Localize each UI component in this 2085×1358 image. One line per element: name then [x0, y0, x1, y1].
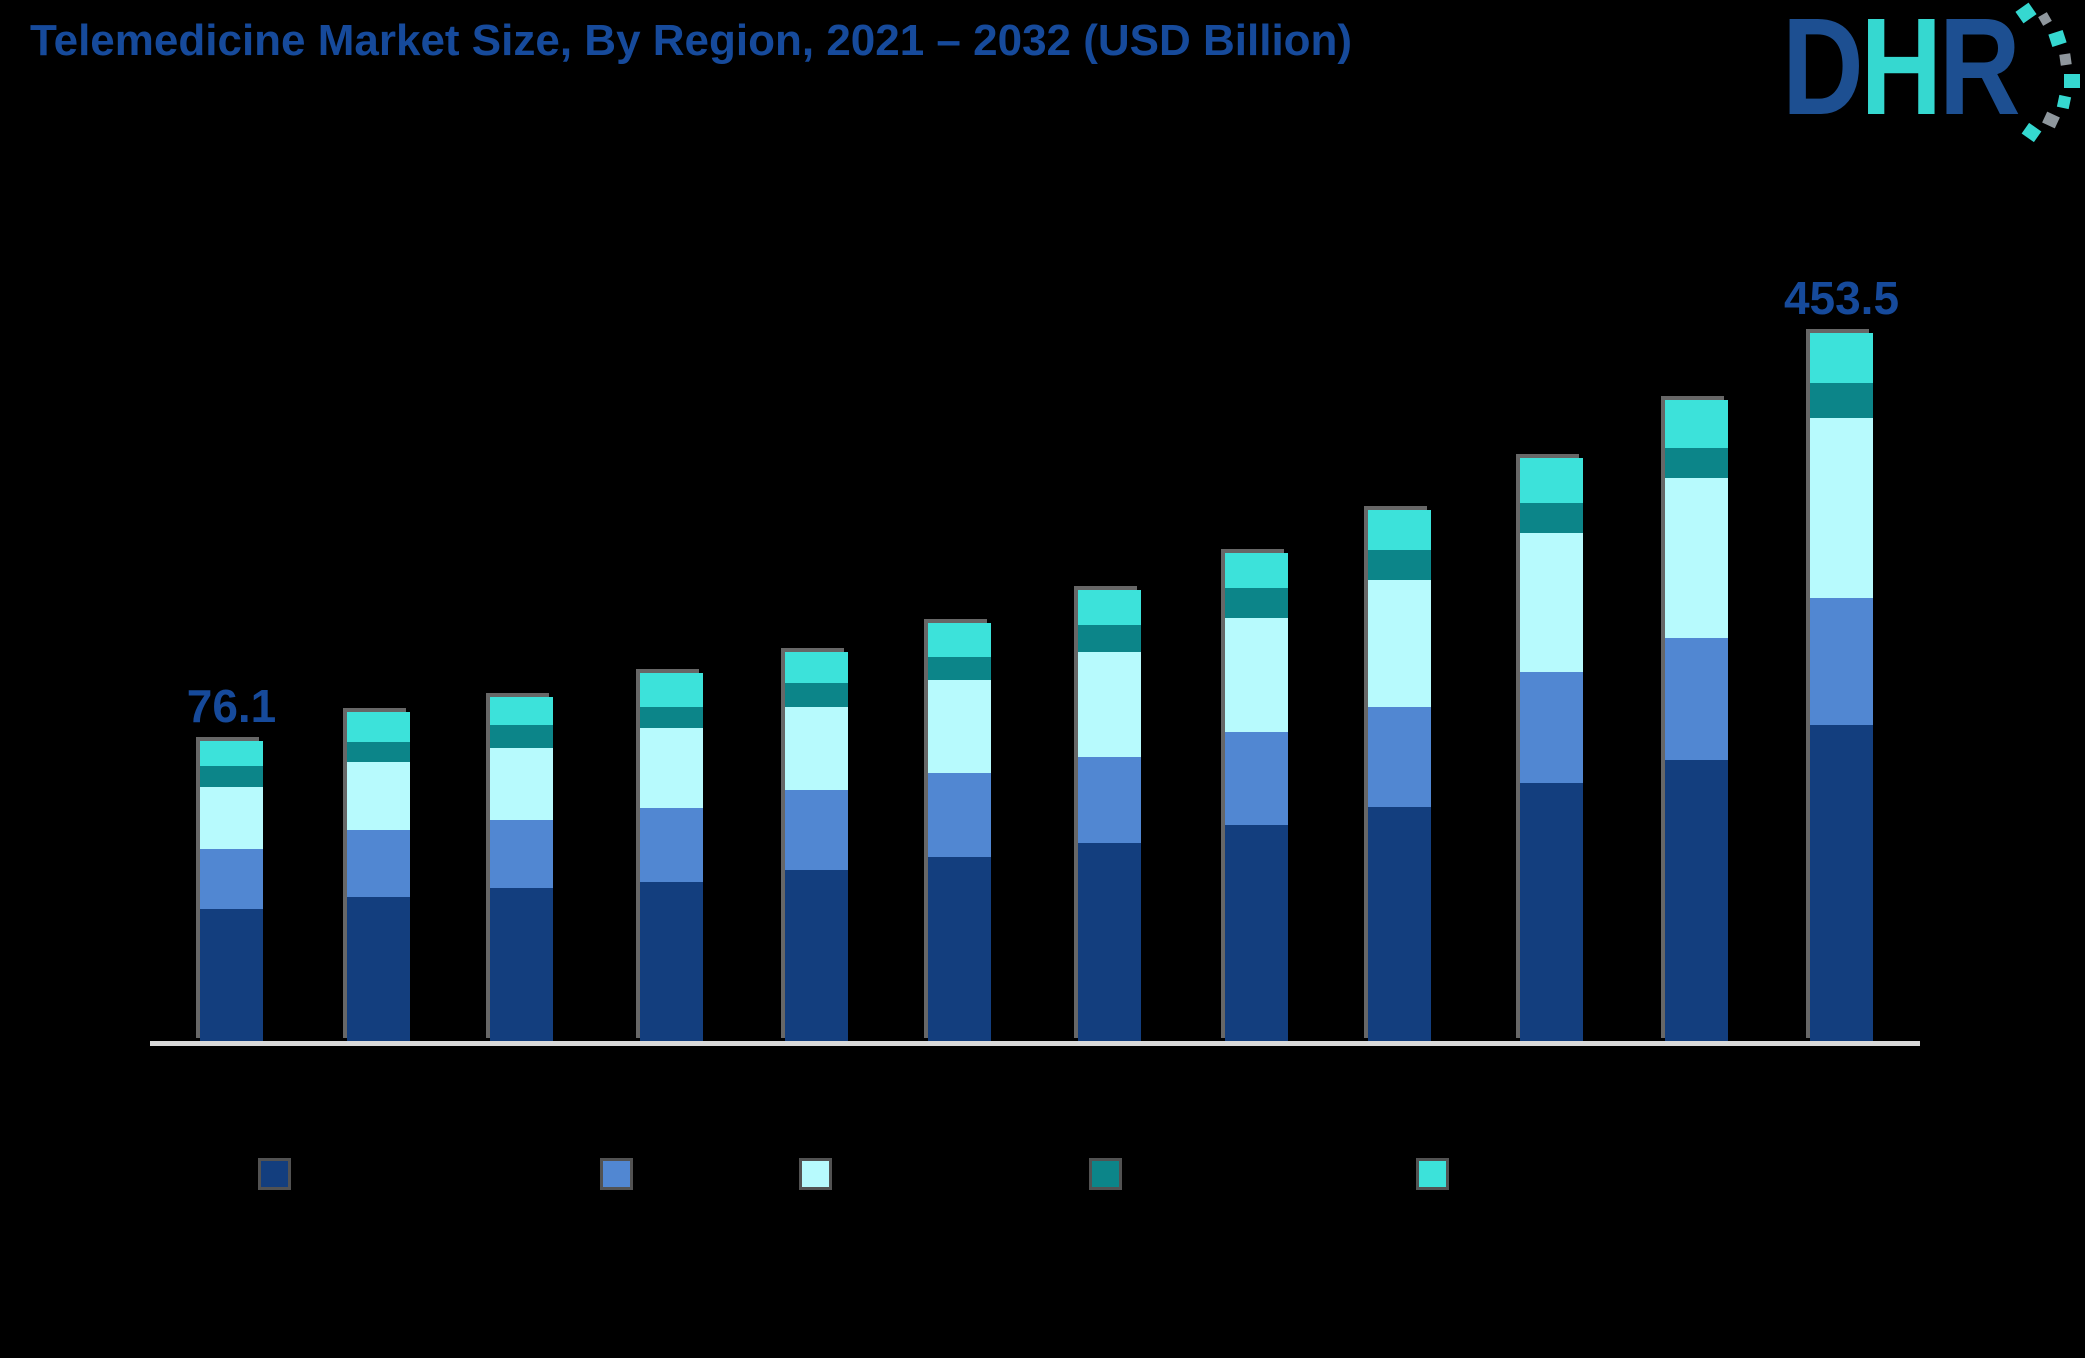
segment-cornflower-blue — [1368, 707, 1431, 807]
segment-pale-cyan — [1665, 478, 1728, 638]
segment-navy — [928, 857, 991, 1042]
bar-value-label-2032: 453.5 — [1783, 272, 1900, 324]
segment-cornflower-blue — [1225, 732, 1288, 825]
chart-title: Telemedicine Market Size, By Region, 202… — [30, 16, 1353, 65]
segment-cornflower-blue — [1520, 672, 1583, 783]
bar-2028 — [1225, 553, 1288, 1042]
segment-turquoise — [200, 741, 263, 766]
segment-dark-teal — [490, 725, 553, 748]
x-axis-line — [150, 1041, 1920, 1046]
segment-navy — [1665, 760, 1728, 1042]
segment-cornflower-blue — [490, 820, 553, 888]
segment-cornflower-blue — [1810, 598, 1873, 725]
dhr-logo: DHR — [1782, 0, 2082, 143]
bar-2021 — [200, 741, 263, 1042]
segment-navy — [1078, 843, 1141, 1042]
bar-2026 — [928, 623, 991, 1042]
segment-cornflower-blue — [347, 830, 410, 897]
logo-letter-r: R — [1938, 0, 2021, 144]
bar-2029 — [1368, 510, 1431, 1042]
segment-cornflower-blue — [640, 808, 703, 882]
segment-dark-teal — [1665, 448, 1728, 478]
bar-2031 — [1665, 400, 1728, 1042]
segment-pale-cyan — [490, 748, 553, 820]
dhr-logo-letters: DHR — [1782, 0, 2028, 136]
segment-pale-cyan — [200, 787, 263, 849]
segment-dark-teal — [200, 766, 263, 787]
logo-letter-d: D — [1782, 0, 1864, 144]
segment-turquoise — [785, 652, 848, 683]
segment-navy — [347, 897, 410, 1042]
segment-cornflower-blue — [200, 849, 263, 909]
logo-dot — [2064, 74, 2080, 88]
segment-turquoise — [1520, 458, 1583, 503]
segment-dark-teal — [928, 657, 991, 680]
segment-cornflower-blue — [928, 773, 991, 857]
bar-2022 — [347, 712, 410, 1042]
segment-turquoise — [928, 623, 991, 657]
segment-navy — [640, 882, 703, 1042]
segment-dark-teal — [640, 707, 703, 728]
segment-pale-cyan — [347, 762, 410, 830]
segment-turquoise — [1368, 510, 1431, 550]
bar-2025 — [785, 652, 848, 1042]
segment-cornflower-blue — [1078, 757, 1141, 843]
segment-pale-cyan — [928, 680, 991, 773]
segment-pale-cyan — [1520, 533, 1583, 672]
bar-2024 — [640, 673, 703, 1042]
segment-navy — [785, 870, 848, 1042]
segment-navy — [1520, 783, 1583, 1042]
segment-dark-teal — [1225, 588, 1288, 618]
segment-navy — [200, 909, 263, 1042]
segment-dark-teal — [1368, 550, 1431, 580]
segment-pale-cyan — [1810, 418, 1873, 598]
segment-turquoise — [490, 697, 553, 725]
segment-pale-cyan — [640, 728, 703, 808]
bar-value-label-2021: 76.1 — [186, 680, 277, 732]
segment-turquoise — [640, 673, 703, 707]
segment-dark-teal — [1520, 503, 1583, 533]
segment-cornflower-blue — [785, 790, 848, 870]
segment-turquoise — [1810, 333, 1873, 383]
segment-turquoise — [1078, 590, 1141, 625]
segment-dark-teal — [1078, 625, 1141, 652]
bar-2023 — [490, 697, 553, 1042]
logo-letter-h: H — [1860, 0, 1942, 144]
segment-navy — [490, 888, 553, 1042]
bar-2032 — [1810, 333, 1873, 1042]
segment-turquoise — [347, 712, 410, 742]
segment-turquoise — [1225, 553, 1288, 588]
bar-2030 — [1520, 458, 1583, 1042]
segment-pale-cyan — [1078, 652, 1141, 757]
segment-pale-cyan — [1368, 580, 1431, 707]
segment-turquoise — [1665, 400, 1728, 448]
segment-navy — [1368, 807, 1431, 1042]
segment-navy — [1225, 825, 1288, 1042]
segment-cornflower-blue — [1665, 638, 1728, 760]
segment-dark-teal — [347, 742, 410, 762]
bar-2027 — [1078, 590, 1141, 1042]
segment-navy — [1810, 725, 1873, 1042]
segment-pale-cyan — [785, 707, 848, 790]
segment-pale-cyan — [1225, 618, 1288, 732]
segment-dark-teal — [785, 683, 848, 707]
segment-dark-teal — [1810, 383, 1873, 418]
